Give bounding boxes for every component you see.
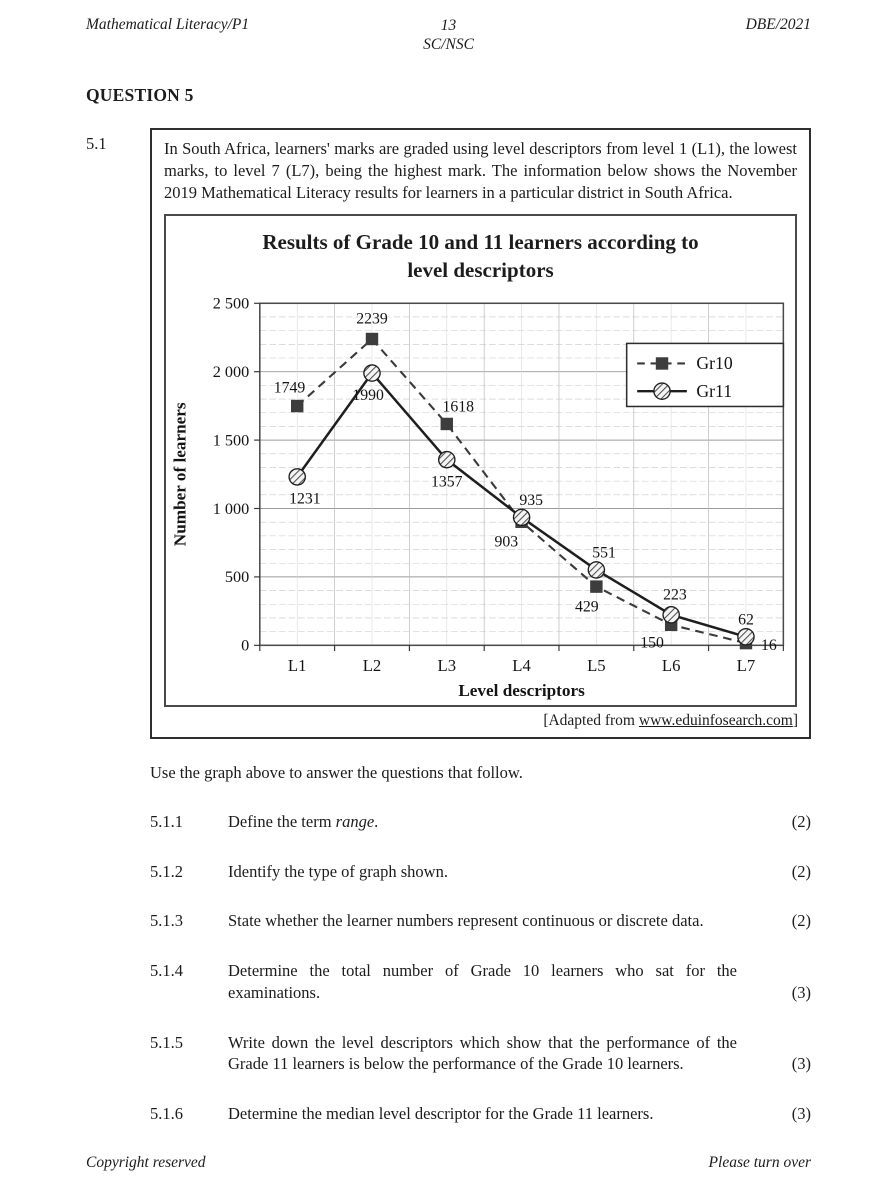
svg-text:150: 150 xyxy=(640,635,664,652)
svg-text:L2: L2 xyxy=(363,656,382,675)
question-5-1-6: 5.1.6 Determine the median level descrip… xyxy=(150,1103,811,1125)
svg-text:935: 935 xyxy=(519,492,543,509)
svg-text:L6: L6 xyxy=(662,656,681,675)
series-gr11: 1231 1990 1357 935 551 223 62 xyxy=(288,364,755,646)
sub-question-text: Determine the total number of Grade 10 l… xyxy=(228,961,737,1002)
header-session: DBE/2021 xyxy=(745,16,812,33)
svg-text:903: 903 xyxy=(494,534,518,551)
marks-badge: (3) xyxy=(791,1054,811,1074)
question-5-1-4: 5.1.4 Determine the total number of Grad… xyxy=(150,960,811,1004)
page-header: Mathematical Literacy/P1 13 SC/NSC DBE/2… xyxy=(86,16,811,55)
turn-over-note: Please turn over xyxy=(708,1154,811,1171)
question-5-1-box: In South Africa, learners' marks are gra… xyxy=(150,127,811,739)
svg-text:2 500: 2 500 xyxy=(213,295,250,313)
svg-text:500: 500 xyxy=(225,568,249,586)
svg-text:62: 62 xyxy=(738,612,754,629)
question-5-1-2: 5.1.2 Identify the type of graph shown. … xyxy=(150,861,811,883)
results-chart-figure: Results of Grade 10 and 11 learners acco… xyxy=(164,213,797,707)
italic-term: range xyxy=(335,811,375,831)
marks-badge: (2) xyxy=(791,811,811,831)
svg-text:2239: 2239 xyxy=(356,311,388,328)
svg-text:1749: 1749 xyxy=(274,380,306,397)
sub-question-number: 5.1.2 xyxy=(150,861,183,881)
instruction-text: Use the graph above to answer the questi… xyxy=(150,762,523,782)
svg-text:L3: L3 xyxy=(438,656,457,675)
sub-question-text: Determine the median level descriptor fo… xyxy=(228,1104,654,1124)
page-number: 13 xyxy=(440,17,457,34)
svg-text:L1: L1 xyxy=(288,656,307,675)
svg-text:1 500: 1 500 xyxy=(213,432,250,450)
svg-text:Gr10: Gr10 xyxy=(696,353,732,373)
svg-text:L4: L4 xyxy=(512,656,531,675)
svg-text:L7: L7 xyxy=(737,656,756,675)
sub-question-number: 5.1.3 xyxy=(150,911,183,931)
sub-question-text: Write down the level descriptors which s… xyxy=(228,1032,737,1074)
marks-badge: (3) xyxy=(791,1104,811,1124)
sub-question-number: 5.1.6 xyxy=(150,1104,183,1124)
svg-text:551: 551 xyxy=(592,545,616,562)
sub-question-number: 5.1.4 xyxy=(150,961,183,981)
svg-text:223: 223 xyxy=(663,587,687,604)
svg-text:Gr11: Gr11 xyxy=(696,381,732,401)
sub-question-text: State whether the learner numbers repres… xyxy=(228,911,704,931)
sub-question-text: Identify the type of graph shown. xyxy=(228,861,448,881)
svg-text:16: 16 xyxy=(761,637,777,654)
sub-question-number: 5.1.1 xyxy=(150,811,183,831)
question-5-1-number: 5.1 xyxy=(86,133,107,153)
svg-text:L5: L5 xyxy=(587,656,606,675)
marks-badge: (2) xyxy=(791,911,811,931)
question-5-1-intro: In South Africa, learners' marks are gra… xyxy=(164,138,797,202)
svg-text:1231: 1231 xyxy=(289,491,321,508)
marks-badge: (2) xyxy=(791,861,811,881)
svg-text:429: 429 xyxy=(575,599,599,616)
svg-text:1990: 1990 xyxy=(352,387,384,404)
copyright-note: Copyright reserved xyxy=(86,1154,206,1171)
sub-question-text: Define the term range. xyxy=(228,811,379,831)
marks-badge: (3) xyxy=(791,982,811,1002)
source-link: www.eduinfosearch.com xyxy=(638,711,793,729)
svg-text:1618: 1618 xyxy=(443,399,475,416)
chart-source: [Adapted from www.eduinfosearch.com] xyxy=(543,711,798,729)
svg-text:0: 0 xyxy=(241,637,249,655)
chart-title: Results of Grade 10 and 11 learners acco… xyxy=(262,229,699,282)
svg-text:Level descriptors: Level descriptors xyxy=(458,681,585,700)
header-exam-type: SC/NSC xyxy=(423,36,474,54)
question-5-1-3: 5.1.3 State whether the learner numbers … xyxy=(150,910,811,932)
header-center: 13 SC/NSC xyxy=(328,16,570,55)
question-5-1: 5.1 In South Africa, learners' marks are… xyxy=(86,127,811,739)
sub-question-number: 5.1.5 xyxy=(150,1032,183,1052)
question-heading: QUESTION 5 xyxy=(86,84,194,105)
question-5-1-5: 5.1.5 Write down the level descriptors w… xyxy=(150,1032,811,1076)
svg-text:1 000: 1 000 xyxy=(213,500,250,518)
header-subject: Mathematical Literacy/P1 xyxy=(86,16,250,33)
svg-text:2 000: 2 000 xyxy=(213,363,250,381)
results-chart-svg: 0 500 1 000 1 500 2 000 2 500 L1 L2 L3 L4 L5 L6 L7 Le… xyxy=(170,295,785,700)
question-5-1-1: 5.1.1 Define the term range. (2) xyxy=(150,811,811,833)
svg-text:1357: 1357 xyxy=(431,474,463,491)
page-footer: Copyright reserved Please turn over xyxy=(86,1154,811,1172)
svg-text:Number of learners: Number of learners xyxy=(170,402,189,546)
legend: Gr10 Gr11 xyxy=(625,342,785,408)
